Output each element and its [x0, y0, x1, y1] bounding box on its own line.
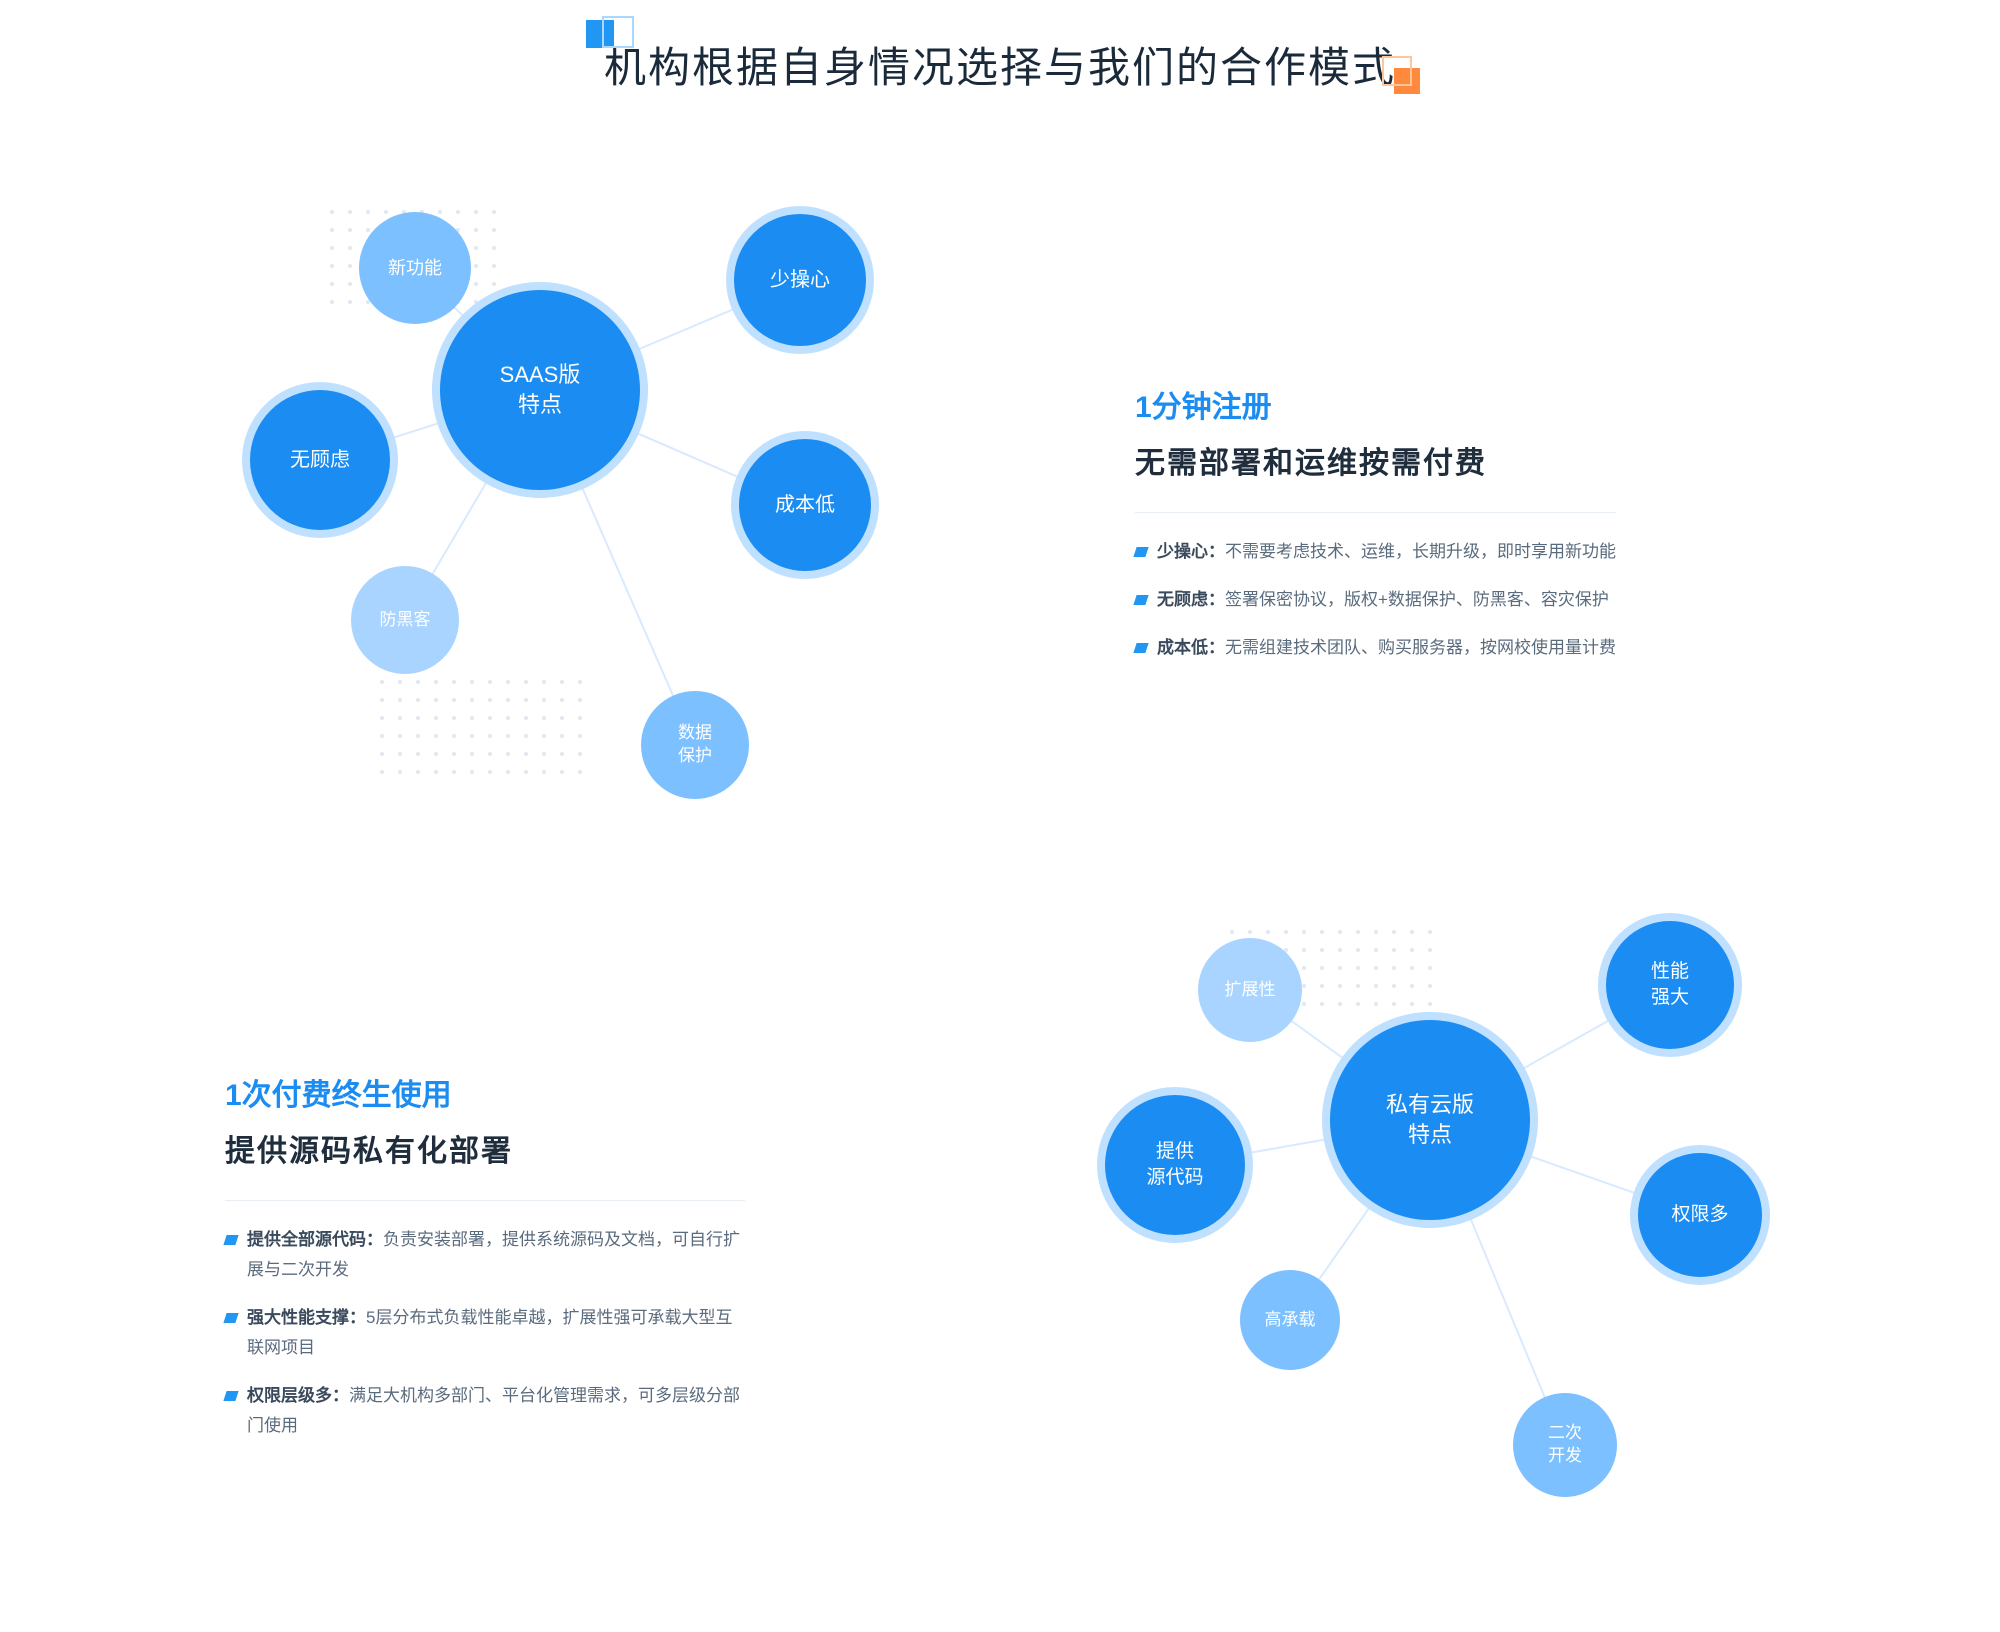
bubble-label: 私有云版特点 — [1386, 1090, 1474, 1149]
feature-bubble: 提供源代码 — [1105, 1095, 1245, 1235]
panel-list-item: 少操心：不需要考虑技术、运维，长期升级，即时享用新功能 — [1135, 537, 1616, 567]
bubble-label: 权限多 — [1671, 1202, 1728, 1228]
center-bubble: 私有云版特点 — [1330, 1020, 1530, 1220]
bubble-label: 高承载 — [1265, 1309, 1316, 1332]
bubble-label: SAAS版特点 — [500, 360, 581, 419]
list-item-label: 少操心： — [1157, 542, 1225, 561]
panel-accent-title: 1次付费终生使用 — [225, 1070, 745, 1114]
list-item-label: 无顾虑： — [1157, 590, 1225, 609]
panel-title: 提供源码私有化部署 — [225, 1126, 745, 1170]
feature-bubble: 少操心 — [734, 214, 866, 346]
feature-bubble: 权限多 — [1638, 1153, 1762, 1277]
list-item-label: 权限层级多： — [247, 1386, 349, 1405]
bubble-label: 二次开发 — [1548, 1422, 1582, 1468]
center-bubble: SAAS版特点 — [440, 290, 640, 490]
bubble-label: 成本低 — [775, 492, 835, 519]
bubble-label: 防黑客 — [380, 609, 431, 632]
feature-bubble: 数据保护 — [641, 691, 749, 799]
feature-bubble: 二次开发 — [1513, 1393, 1617, 1497]
list-item-text: 不需要考虑技术、运维，长期升级，即时享用新功能 — [1225, 542, 1616, 561]
bubble-label: 新功能 — [388, 256, 442, 280]
feature-bubble: 防黑客 — [351, 566, 459, 674]
bubble-label: 提供源代码 — [1146, 1139, 1203, 1190]
panel-title: 无需部署和运维按需付费 — [1135, 438, 1616, 482]
list-item-text: 签署保密协议，版权+数据保护、防黑客、容灾保护 — [1225, 590, 1609, 609]
feature-bubble: 扩展性 — [1198, 938, 1302, 1042]
list-item-label: 提供全部源代码： — [247, 1230, 383, 1249]
bubble-label: 少操心 — [770, 267, 830, 294]
feature-bubble: 无顾虑 — [250, 390, 390, 530]
panel-private: 1次付费终生使用提供源码私有化部署提供全部源代码：负责安装部署，提供系统源码及文… — [225, 1070, 745, 1459]
list-item-text: 无需组建技术团队、购买服务器，按网校使用量计费 — [1225, 638, 1616, 657]
panel-list: 少操心：不需要考虑技术、运维，长期升级，即时享用新功能无顾虑：签署保密协议，版权… — [1135, 537, 1616, 663]
bubble-label: 数据保护 — [678, 722, 712, 768]
list-item-label: 成本低： — [1157, 638, 1225, 657]
feature-bubble: 高承载 — [1240, 1270, 1340, 1370]
feature-bubble: 新功能 — [359, 212, 471, 324]
panel-list-item: 权限层级多：满足大机构多部门、平台化管理需求，可多层级分部门使用 — [225, 1381, 745, 1441]
panel-list-item: 无顾虑：签署保密协议，版权+数据保护、防黑客、容灾保护 — [1135, 585, 1616, 615]
feature-bubble: 性能强大 — [1606, 921, 1734, 1049]
panel-list-item: 强大性能支撑：5层分布式负载性能卓越，扩展性强可承载大型互联网项目 — [225, 1303, 745, 1363]
panel-divider — [1135, 512, 1616, 513]
panel-list-item: 提供全部源代码：负责安装部署，提供系统源码及文档，可自行扩展与二次开发 — [225, 1225, 745, 1285]
feature-bubble: 成本低 — [739, 439, 871, 571]
bubble-label: 扩展性 — [1225, 979, 1276, 1002]
panel-list: 提供全部源代码：负责安装部署，提供系统源码及文档，可自行扩展与二次开发强大性能支… — [225, 1225, 745, 1441]
panel-divider — [225, 1200, 745, 1201]
panel-list-item: 成本低：无需组建技术团队、购买服务器，按网校使用量计费 — [1135, 633, 1616, 663]
bubble-label: 无顾虑 — [290, 447, 350, 474]
panel-saas: 1分钟注册无需部署和运维按需付费少操心：不需要考虑技术、运维，长期升级，即时享用… — [1135, 382, 1616, 681]
bubble-label: 性能强大 — [1651, 959, 1689, 1010]
panel-accent-title: 1分钟注册 — [1135, 382, 1616, 426]
list-item-label: 强大性能支撑： — [247, 1308, 366, 1327]
